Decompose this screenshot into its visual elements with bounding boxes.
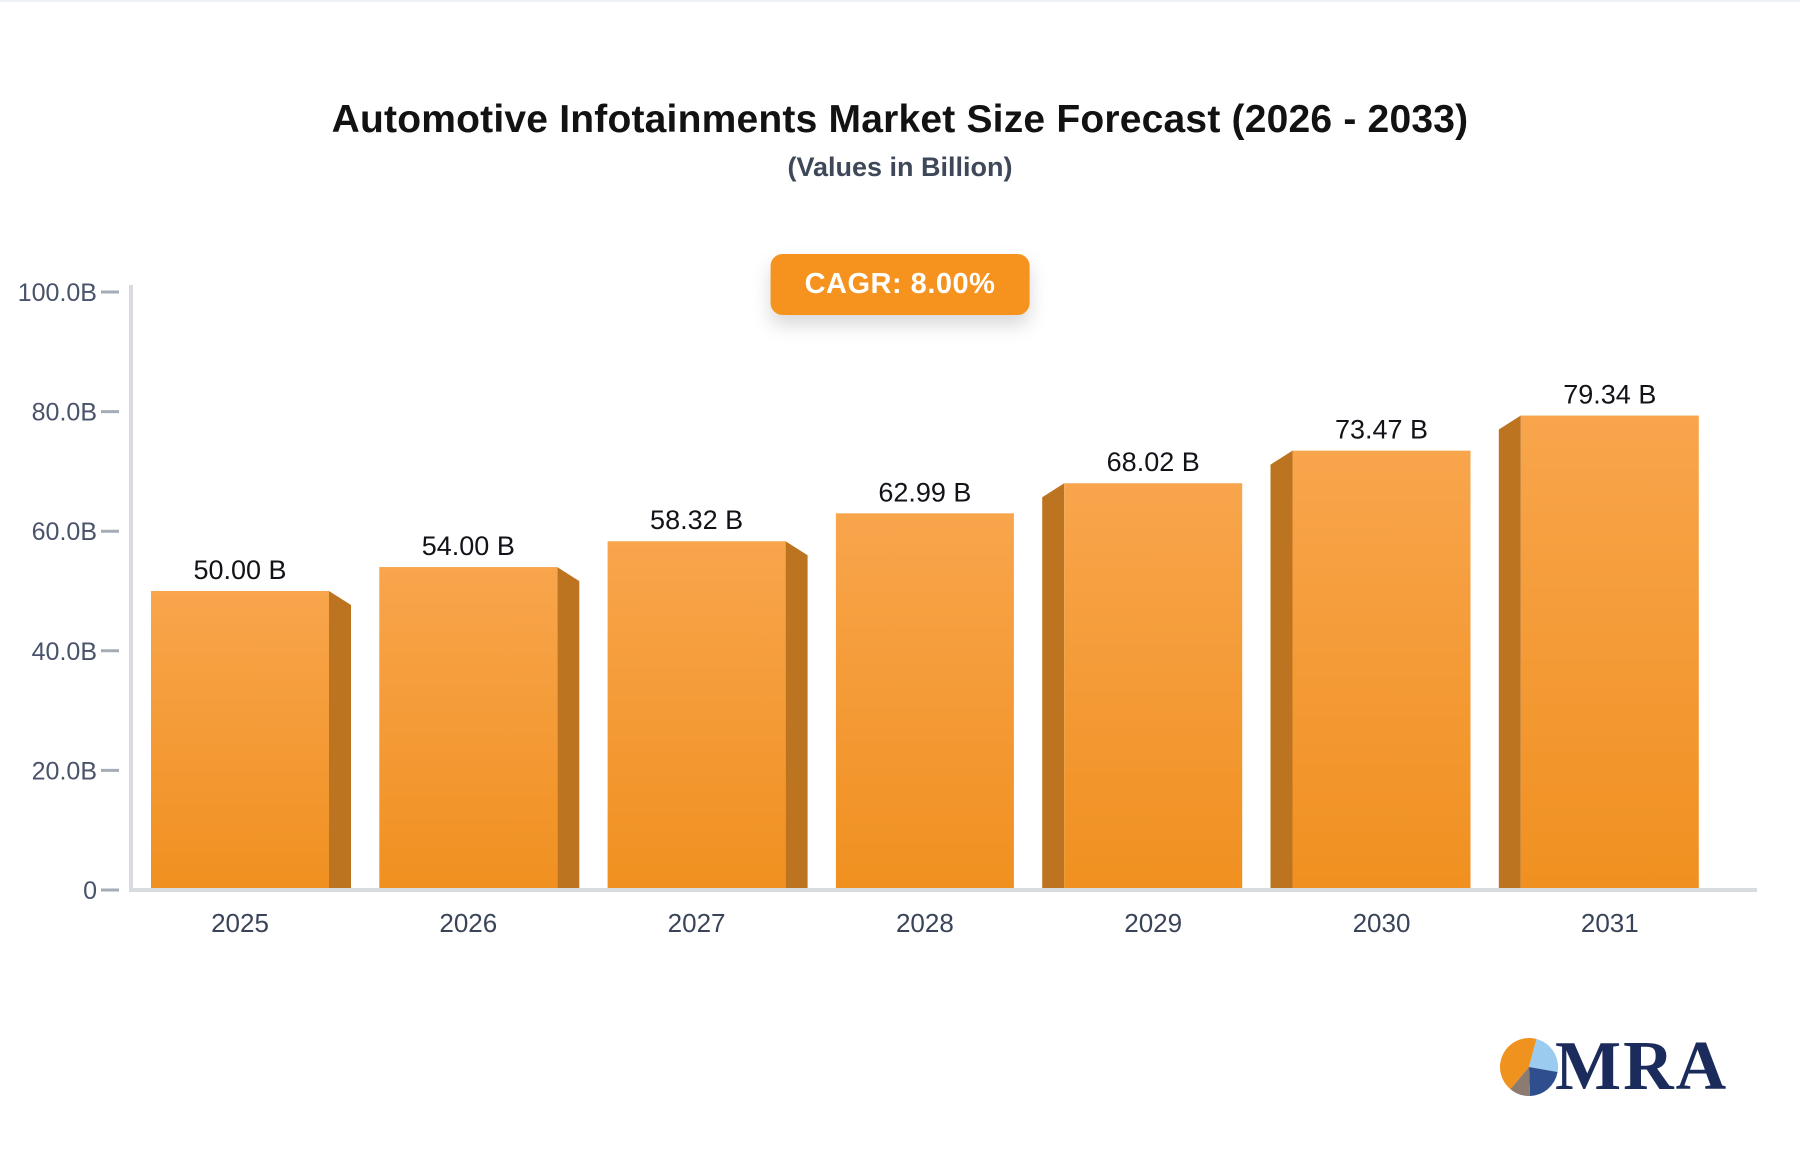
bar-2030: 73.47 B 2030: [1270, 415, 1471, 938]
logo-pie-slice-taupe: [1510, 1067, 1531, 1096]
y-tick-label: 40.0B: [32, 638, 97, 666]
bar-value-label: 73.47 B: [1335, 415, 1428, 445]
bar-value-label: 79.34 B: [1563, 380, 1656, 410]
chart-subtitle: (Values in Billion): [787, 152, 1013, 182]
bar-main-face: [1520, 415, 1699, 890]
logo-pie-slice-navy: [1529, 1067, 1558, 1096]
bar-main-face: [607, 541, 786, 890]
bar-main-face: [151, 591, 329, 890]
y-tick-label: 60.0B: [32, 518, 97, 546]
bar-value-label: 54.00 B: [422, 531, 515, 561]
x-axis-label: 2031: [1581, 908, 1639, 938]
y-tick-label: 100.0B: [18, 279, 97, 307]
bar-2031: 79.34 B 2031: [1498, 380, 1699, 938]
bar-2028: 62.99 B 2028: [835, 477, 1014, 938]
bar-main-face: [1064, 483, 1243, 890]
x-axis-label: 2028: [896, 908, 954, 938]
x-axis-label: 2027: [668, 908, 726, 938]
bar-value-label: 50.00 B: [193, 555, 286, 585]
y-tick-label: 80.0B: [32, 399, 97, 427]
bar-side-face: [785, 541, 808, 890]
bar-2026: 54.00 B 2026: [379, 531, 580, 938]
bar-main-face: [379, 567, 558, 890]
x-axis-label: 2025: [211, 908, 269, 938]
bar-2029: 68.02 B 2029: [1042, 447, 1243, 938]
brand-logo: MRA: [1500, 1028, 1729, 1105]
logo-pie-slice-orange: [1500, 1038, 1537, 1090]
bar-side-face: [557, 567, 580, 890]
bar-side-face: [329, 591, 351, 890]
bar-side-face: [1042, 483, 1065, 890]
chart-title: Automotive Infotainments Market Size For…: [331, 98, 1469, 141]
bar-value-label: 62.99 B: [878, 477, 971, 507]
logo-text: MRA: [1555, 1028, 1729, 1105]
logo-pie-slice-light-blue: [1529, 1038, 1558, 1073]
bar-main-face: [835, 513, 1014, 890]
x-axis-label: 2026: [439, 908, 497, 938]
y-tick-label: 20.0B: [32, 757, 97, 785]
logo-pie-icon: [1500, 1038, 1558, 1096]
bar-2025: 50.00 B 2025: [151, 555, 351, 938]
bar-side-face: [1498, 415, 1521, 890]
x-axis-label: 2030: [1353, 908, 1411, 938]
y-tick-label: 0: [83, 877, 97, 905]
cagr-badge: CAGR: 8.00%: [770, 254, 1030, 315]
bar-main-face: [1292, 450, 1471, 890]
x-axis-label: 2029: [1124, 908, 1182, 938]
bar-side-face: [1270, 450, 1293, 890]
bar-value-label: 58.32 B: [650, 505, 743, 535]
bar-2027: 58.32 B 2027: [607, 505, 808, 938]
cagr-badge-label: CAGR: 8.00%: [804, 268, 996, 300]
bar-value-label: 68.02 B: [1107, 447, 1200, 477]
